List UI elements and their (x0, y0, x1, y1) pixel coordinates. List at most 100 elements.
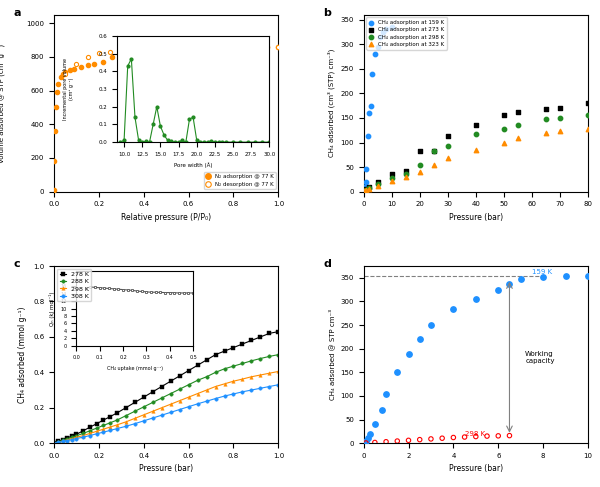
Point (404, 351, 413, 358)
288 K (93, 425, 100, 431)
Point (482, 432, 492, 440)
CH₄ adsorption at 159 K (361, 178, 371, 186)
CH₄ adsorption at 298 K (362, 186, 371, 194)
278 K (239, 341, 246, 347)
288 K (100, 423, 107, 429)
278 K (140, 394, 148, 400)
Point (415, 336, 425, 343)
278 K (248, 337, 255, 343)
CH₄ adsorption at 323 K (359, 187, 369, 195)
308 K (100, 429, 107, 435)
Text: 159 K: 159 K (532, 268, 552, 275)
CH₄ adsorption at 323 K (583, 125, 593, 132)
308 K (64, 438, 71, 444)
288 K (55, 439, 62, 445)
278 K (158, 384, 165, 390)
288 K (194, 377, 201, 383)
278 K (59, 437, 67, 443)
Point (449, 433, 458, 441)
298 K (185, 394, 192, 400)
CH₄ adsorption at 298 K (359, 187, 369, 195)
278 K (203, 357, 210, 363)
Point (364, 434, 373, 442)
298 K (122, 419, 130, 425)
CH₄ adsorption at 273 K (513, 108, 523, 116)
278 K (73, 431, 80, 437)
CH₄ adsorption at 273 K (583, 99, 593, 107)
308 K (176, 407, 183, 412)
CH₄ adsorption at 298 K (555, 114, 565, 122)
CH₄ adsorption at 323 K (499, 139, 509, 147)
308 K (158, 412, 165, 418)
CH₄ adsorption at 298 K (415, 161, 425, 169)
CH₄ adsorption at 273 K (362, 186, 371, 193)
CH₄ adsorption at 323 K (362, 187, 371, 194)
CH₄ adsorption at 298 K (541, 115, 551, 123)
278 K (149, 389, 157, 395)
288 K (221, 366, 228, 372)
CH₄ adsorption at 298 K (364, 185, 374, 192)
278 K (55, 438, 62, 444)
298 K (221, 381, 228, 387)
Y-axis label: CH₄ adsorbed (cm³ (STP) cm⁻³): CH₄ adsorbed (cm³ (STP) cm⁻³) (328, 49, 335, 157)
CH₄ adsorption at 323 K (401, 173, 410, 181)
278 K (64, 435, 71, 441)
Point (460, 433, 469, 441)
CH₄ adsorption at 298 K (429, 147, 439, 155)
Point (381, 438, 391, 446)
CH₄ adsorption at 298 K (583, 112, 593, 119)
CH₄ adsorption at 273 K (499, 112, 509, 119)
Line: 278 K: 278 K (52, 330, 280, 445)
CH₄ adsorption at 159 K (373, 43, 382, 51)
Point (392, 369, 402, 376)
CH₄ adsorption at 323 K (471, 147, 481, 154)
308 K (131, 421, 139, 427)
Point (415, 436, 425, 444)
288 K (131, 409, 139, 414)
X-axis label: Pressure (bar): Pressure (bar) (449, 465, 503, 473)
CH₄ adsorption at 159 K (381, 25, 391, 33)
288 K (113, 417, 121, 423)
CH₄ adsorption at 273 K (401, 167, 410, 175)
288 K (185, 382, 192, 388)
Point (493, 432, 503, 440)
CH₄ adsorption at 159 K (362, 165, 371, 172)
298 K (158, 405, 165, 411)
CH₄ adsorption at 298 K (401, 170, 410, 178)
Text: a: a (14, 7, 21, 18)
288 K (158, 395, 165, 401)
298 K (100, 426, 107, 432)
278 K (100, 417, 107, 423)
CH₄ adsorption at 298 K (360, 187, 370, 195)
308 K (257, 385, 264, 391)
278 K (257, 334, 264, 340)
CH₄ adsorption at 159 K (376, 33, 385, 40)
CH₄ adsorption at 323 K (555, 127, 565, 135)
278 K (176, 373, 183, 379)
288 K (64, 436, 71, 442)
288 K (212, 370, 219, 375)
288 K (230, 363, 237, 369)
288 K (140, 404, 148, 410)
CH₄ adsorption at 273 K (541, 105, 551, 113)
CH₄ adsorption at 323 K (415, 168, 425, 176)
Point (370, 439, 380, 447)
Y-axis label: CH₄ adsorbed @ STP cm⁻³: CH₄ adsorbed @ STP cm⁻³ (328, 309, 335, 400)
308 K (73, 436, 80, 442)
278 K (50, 440, 58, 446)
308 K (80, 434, 87, 440)
288 K (257, 356, 264, 361)
Point (493, 286, 503, 294)
CH₄ adsorption at 273 K (364, 183, 374, 191)
298 K (93, 429, 100, 434)
Point (449, 305, 458, 313)
298 K (149, 409, 157, 414)
308 K (149, 415, 157, 421)
298 K (230, 378, 237, 384)
Line: 288 K: 288 K (52, 353, 280, 445)
Point (516, 275, 526, 283)
CH₄ adsorption at 159 K (367, 70, 377, 77)
278 K (230, 345, 237, 351)
288 K (248, 358, 255, 364)
Point (505, 280, 514, 287)
